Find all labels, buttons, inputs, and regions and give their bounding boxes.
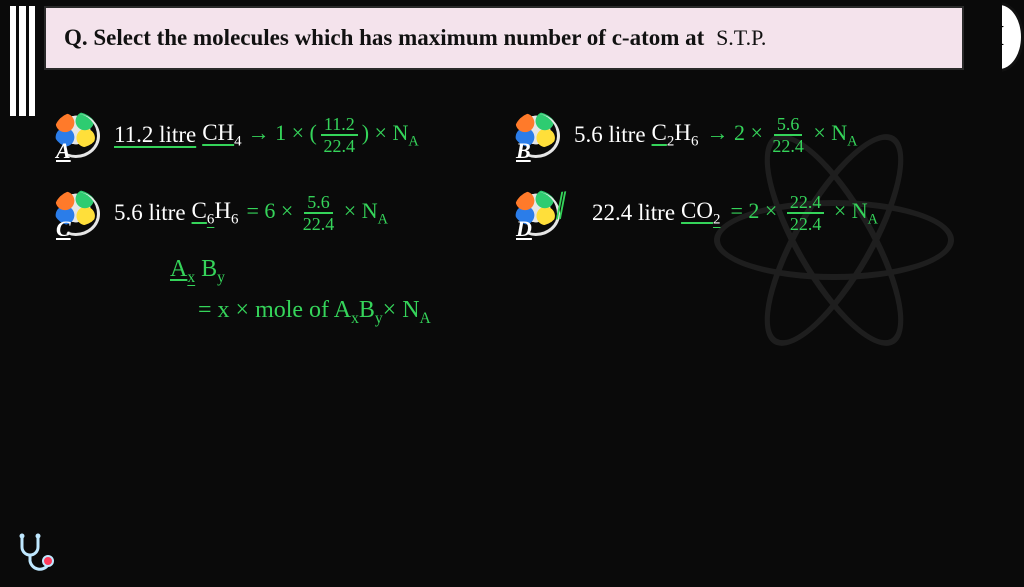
fraction: 11.2 22.4	[321, 115, 358, 155]
frac-den: 22.4	[324, 136, 356, 155]
calc-prefix: 2 ×	[748, 198, 777, 223]
equals: =	[246, 198, 258, 223]
work-line-2: = x × mole of AxBy× NA	[198, 291, 431, 332]
calc-suffix-sub: A	[847, 133, 857, 149]
option-D-calc: = 2 × 22.4 22.4 × NA	[730, 193, 877, 233]
brain-icon: A	[50, 110, 106, 160]
option-D-formula: CO2	[681, 198, 720, 229]
handwritten-working: Ax By = x × mole of AxBy× NA	[170, 250, 431, 331]
corner-badge: I	[974, 2, 1024, 72]
option-letter-B: B	[516, 138, 531, 164]
options-row-2: C 5.6 litre C6H6 = 6 × 5.6 22.4 × NA	[50, 188, 1024, 238]
fraction: 5.6 22.4	[303, 193, 335, 233]
options-area: A 11.2 litre CH4 → 1 × ( 11.2 22.4 ) ×	[50, 110, 1024, 587]
calc-suffix-sub: A	[408, 133, 418, 149]
frac-num: 5.6	[304, 193, 333, 214]
frac-num: 11.2	[321, 115, 358, 136]
option-letter-D: D	[516, 216, 532, 242]
question-stp-handwritten: S.T.P.	[716, 25, 766, 50]
option-letter-C: C	[56, 216, 71, 242]
option-D-volume: 22.4 litre	[592, 200, 675, 226]
option-C-formula: C6H6	[192, 198, 239, 229]
formula-base: C	[192, 198, 207, 223]
slide-root: Q. Select the molecules which has maximu…	[0, 0, 1024, 587]
formula-sub: 6	[691, 133, 698, 149]
work-line2-mid: B	[359, 297, 375, 323]
calc-suffix: × N	[813, 120, 847, 145]
arrow: →	[248, 120, 270, 145]
option-C-text: 5.6 litre C6H6 = 6 × 5.6 22.4 × NA	[114, 193, 388, 233]
left-margin-bars	[10, 6, 38, 116]
option-A-formula: CH4	[202, 120, 241, 151]
equals: =	[730, 198, 742, 223]
options-row-1: A 11.2 litre CH4 → 1 × ( 11.2 22.4 ) ×	[50, 110, 1024, 160]
brain-icon: B	[510, 110, 566, 160]
work-y: y	[217, 269, 225, 286]
question-body: Select the molecules which has maximum n…	[93, 25, 704, 50]
work-line2-sub1: x	[351, 310, 359, 327]
option-D-text: 22.4 litre CO2 = 2 × 22.4 22.4 × NA	[592, 193, 878, 233]
option-B-text: 5.6 litre C2H6 → 2 × 5.6 22.4 × NA	[574, 115, 858, 155]
work-A: A	[170, 256, 187, 282]
option-C: C 5.6 litre C6H6 = 6 × 5.6 22.4 × NA	[50, 188, 510, 238]
option-B: B 5.6 litre C2H6 → 2 × 5.6 22.4 × NA	[510, 110, 1010, 160]
work-line2-prefix: = x × mole of A	[198, 297, 351, 323]
formula-base2: H	[214, 198, 231, 223]
fraction: 5.6 22.4	[772, 115, 804, 155]
calc-suffix: × N	[834, 198, 868, 223]
margin-bar	[19, 6, 25, 116]
formula-sub: 2	[713, 211, 720, 227]
option-C-calc: = 6 × 5.6 22.4 × NA	[246, 193, 387, 233]
margin-bar	[29, 6, 35, 116]
work-x: x	[187, 269, 195, 286]
option-letter-A: A	[56, 138, 71, 164]
option-A: A 11.2 litre CH4 → 1 × ( 11.2 22.4 ) ×	[50, 110, 510, 160]
option-A-text: 11.2 litre CH4 → 1 × ( 11.2 22.4 ) × NA	[114, 115, 419, 155]
margin-bar	[10, 6, 16, 116]
frac-den: 22.4	[772, 136, 804, 155]
stethoscope-icon	[12, 531, 56, 575]
calc-suffix: × N	[344, 198, 378, 223]
frac-den: 22.4	[303, 214, 335, 233]
paren-close: )	[362, 120, 369, 145]
formula-base: C	[652, 120, 667, 145]
calc-suffix-sub: A	[378, 211, 388, 227]
work-line-1: Ax By	[170, 250, 431, 291]
option-D: D // 22.4 litre CO2 = 2 × 22.4 22.4	[510, 188, 1010, 238]
work-line2-tail-sub: A	[420, 310, 431, 327]
work-B: B	[201, 256, 217, 282]
calc-suffix-sub: A	[868, 211, 878, 227]
formula-base2: H	[674, 120, 691, 145]
option-C-volume: 5.6 litre	[114, 200, 186, 226]
calc-prefix: 6 ×	[264, 198, 293, 223]
work-line2-sub2: y	[375, 310, 383, 327]
option-B-volume: 5.6 litre	[574, 122, 646, 148]
calc-prefix: 1 ×	[275, 120, 304, 145]
frac-den: 22.4	[790, 214, 822, 233]
work-line2-tail: × N	[383, 297, 420, 323]
option-A-volume: 11.2 litre	[114, 122, 196, 148]
formula-sub: 6	[231, 211, 238, 227]
question-banner: Q. Select the molecules which has maximu…	[44, 6, 964, 70]
paren-open: (	[310, 120, 317, 145]
frac-num: 22.4	[787, 193, 825, 214]
question-text: Q. Select the molecules which has maximu…	[64, 25, 766, 51]
arrow: →	[706, 120, 728, 145]
option-A-calc: → 1 × ( 11.2 22.4 ) × NA	[248, 115, 419, 155]
option-B-calc: → 2 × 5.6 22.4 × NA	[706, 115, 857, 155]
fraction: 22.4 22.4	[787, 193, 825, 233]
formula-sub: 4	[234, 133, 241, 149]
formula-base: CH	[202, 120, 234, 145]
corner-badge-letter: I	[994, 21, 1005, 53]
frac-num: 5.6	[774, 115, 803, 136]
option-B-formula: C2H6	[652, 120, 699, 151]
formula-base: CO	[681, 198, 713, 223]
calc-suffix: × N	[375, 120, 409, 145]
brain-icon: C	[50, 188, 106, 238]
question-prefix: Q.	[64, 25, 88, 50]
calc-prefix: 2 ×	[734, 120, 763, 145]
